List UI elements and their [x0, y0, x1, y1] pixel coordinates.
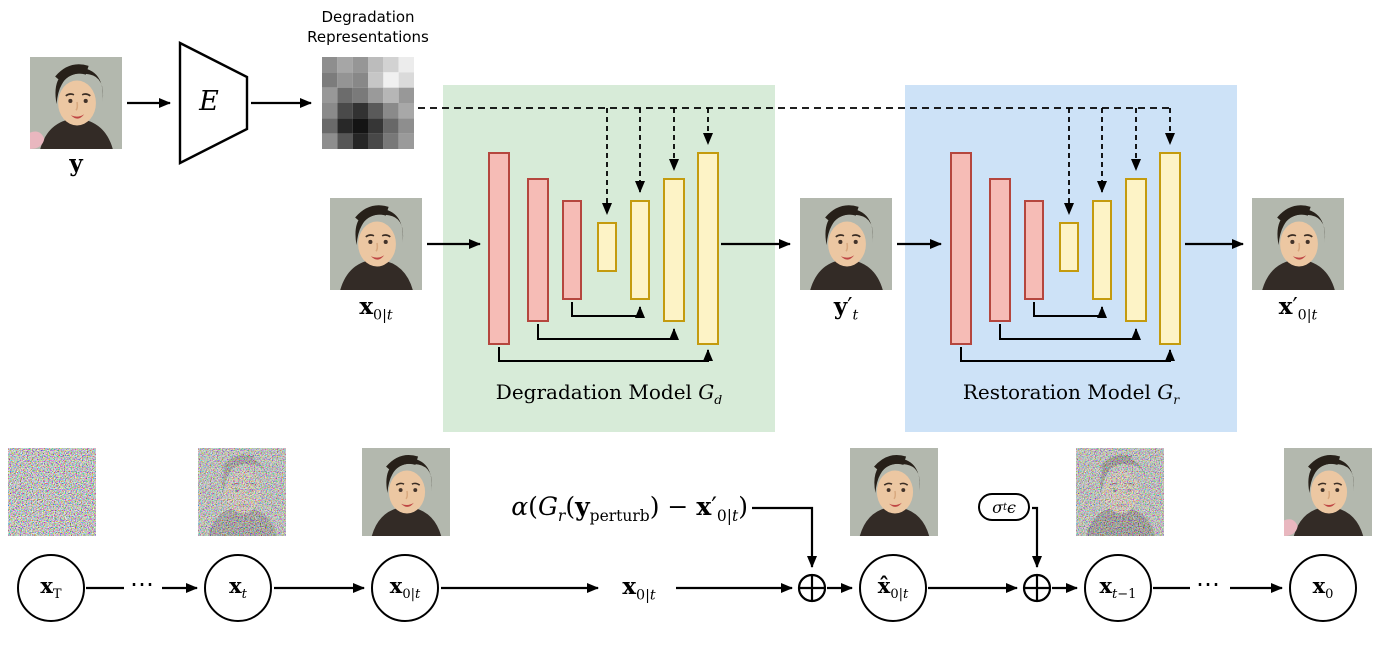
- gd-bottleneck-bar: [597, 222, 617, 272]
- node-x0-label: x0: [1312, 573, 1334, 603]
- image-x0t-prime: [1252, 198, 1344, 290]
- node-xhat0t: x̂0|t: [859, 554, 927, 622]
- ellipsis-2: ⋯: [1196, 570, 1221, 598]
- circled-plus-icon-1: [797, 573, 827, 603]
- node-xt-minus-1: xt−1: [1084, 554, 1152, 622]
- label-x0t-prime: x′0|t: [1278, 293, 1318, 324]
- node-xT: xT: [17, 554, 85, 622]
- degradation-representations-label: Degradation Representations: [307, 8, 429, 46]
- gr-decoder-bar-1: [1092, 200, 1112, 300]
- gr-encoder-bar-2: [989, 178, 1011, 322]
- image-noisy-xt: [198, 448, 286, 536]
- gd-encoder-bar-1: [488, 152, 510, 345]
- gr-encoder-bar-1: [950, 152, 972, 345]
- gr-encoder-bar-3: [1024, 200, 1044, 300]
- perturbation-formula: α(Gr(yperturb) − x′0|t): [511, 492, 748, 525]
- input-image-y: [30, 57, 122, 149]
- image-x0t: [330, 198, 422, 290]
- gd-decoder-bar-2: [663, 178, 685, 322]
- gr-decoder-bar-2: [1125, 178, 1147, 322]
- gr-bottleneck-bar: [1059, 222, 1079, 272]
- circled-plus-icon-2: [1022, 573, 1052, 603]
- image-pure-noise: [8, 448, 96, 536]
- encoder-label: E: [199, 86, 219, 117]
- image-noisy-xt-minus-1: [1076, 448, 1164, 536]
- node-xhat0t-label: x̂0|t: [877, 573, 909, 603]
- gd-decoder-bar-3: [697, 152, 719, 345]
- node-x0t-label: x0|t: [389, 573, 421, 603]
- text-x0t: x0|t: [622, 573, 656, 604]
- image-yt-prime: [800, 198, 892, 290]
- restoration-model-label: Restoration Model Gr: [962, 380, 1180, 407]
- label-x0t: x0|t: [359, 293, 393, 324]
- label-y: y: [69, 150, 83, 177]
- image-clean-x0: [1284, 448, 1372, 536]
- gd-encoder-bar-3: [562, 200, 582, 300]
- gd-encoder-bar-2: [527, 178, 549, 322]
- node-x0: x0: [1289, 554, 1357, 622]
- gr-decoder-bar-3: [1159, 152, 1181, 345]
- encoder-trapezoid: [178, 41, 249, 165]
- node-xt-minus-1-label: xt−1: [1099, 573, 1137, 603]
- degradation-representation-image: [322, 57, 414, 149]
- node-xt: xt: [204, 554, 272, 622]
- node-x0t: x0|t: [371, 554, 439, 622]
- label-yt-prime: y′t: [833, 293, 859, 324]
- node-xT-label: xT: [40, 573, 62, 603]
- gd-decoder-bar-1: [630, 200, 650, 300]
- image-clean-xhat0t: [850, 448, 938, 536]
- ellipsis-1: ⋯: [130, 570, 155, 598]
- node-xt-label: xt: [229, 573, 247, 603]
- degradation-model-label: Degradation Model Gd: [495, 380, 723, 407]
